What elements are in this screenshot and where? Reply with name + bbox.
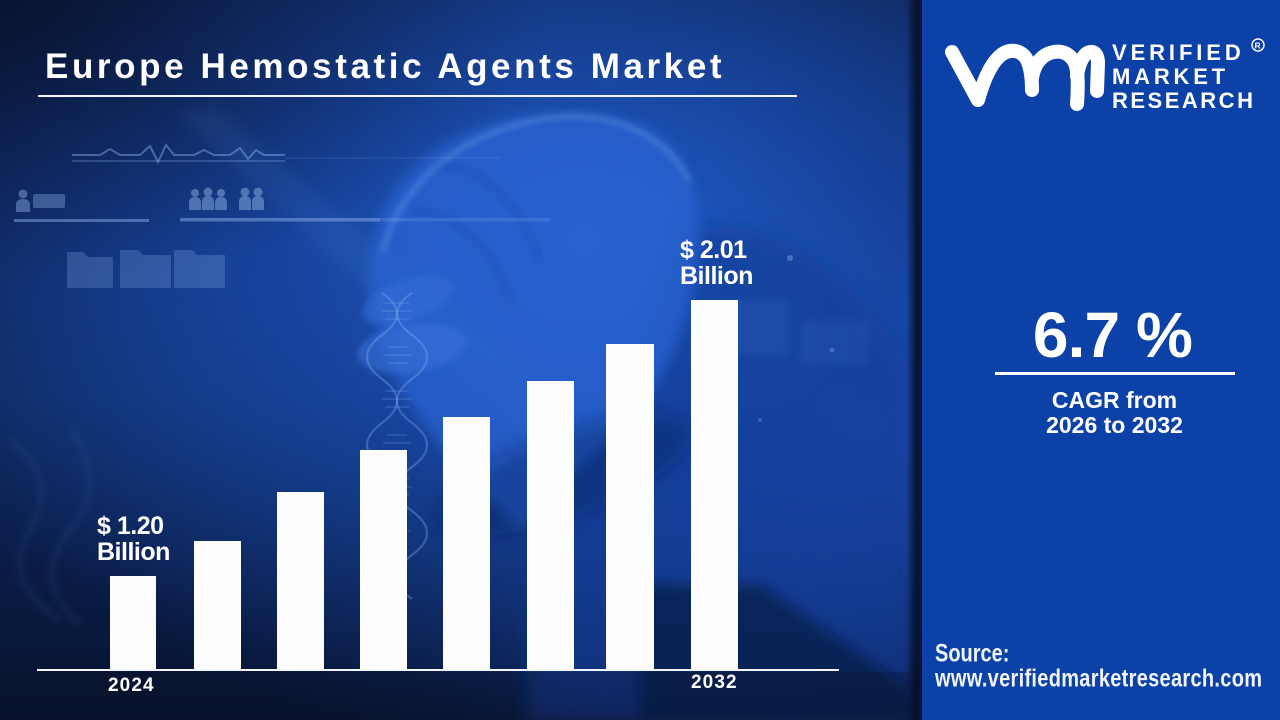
svg-text:VERIFIED: VERIFIED <box>1112 40 1245 65</box>
svg-text:MARKET: MARKET <box>1112 64 1229 89</box>
svg-text:RESEARCH: RESEARCH <box>1112 88 1255 113</box>
svg-text:R: R <box>1255 41 1261 51</box>
